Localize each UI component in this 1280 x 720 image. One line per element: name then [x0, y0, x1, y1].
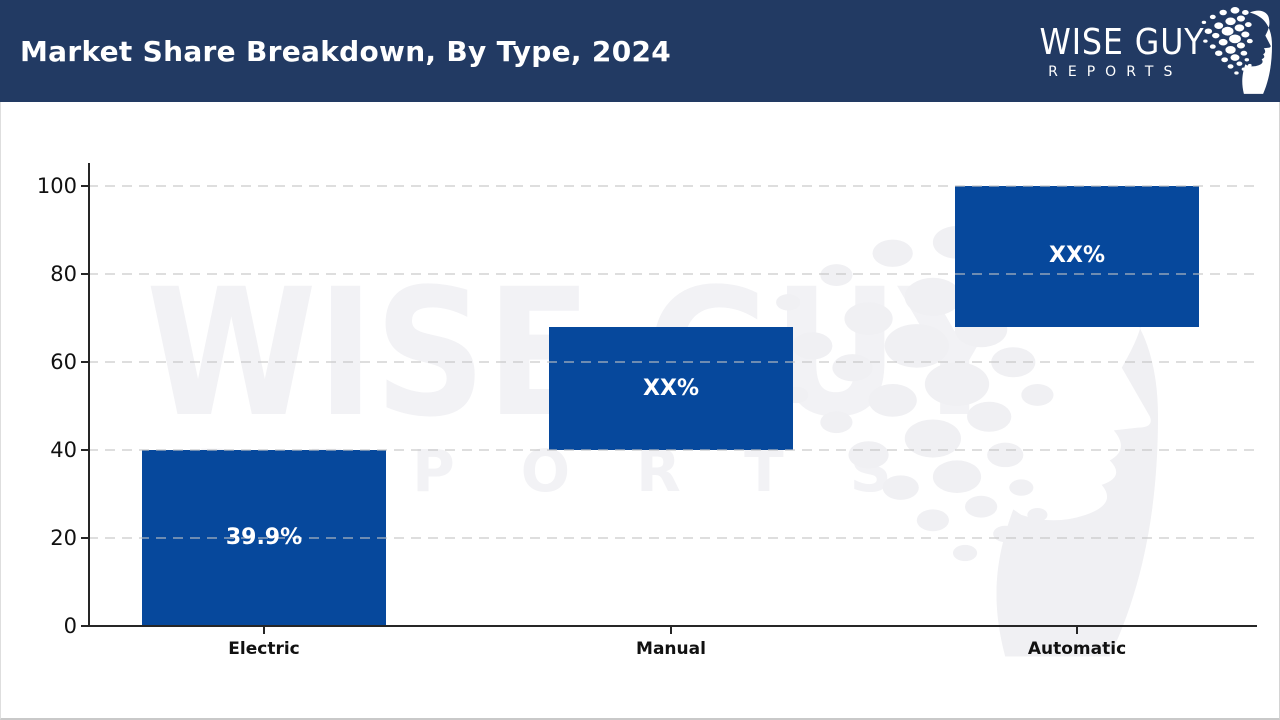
x-tick-label-automatic: Automatic: [1027, 639, 1127, 659]
gridline-100: [88, 185, 1257, 187]
y-axis-line: [88, 163, 90, 627]
header: Market Share Breakdown, By Type, 2024 WI…: [0, 0, 1280, 102]
y-tick-20: [81, 537, 88, 539]
x-tick-electric: [263, 627, 265, 634]
x-tick-label-electric: Electric: [228, 639, 300, 659]
y-tick-label: 40: [50, 438, 77, 462]
bar-automatic: [955, 186, 1199, 327]
y-tick-label: 20: [50, 526, 77, 550]
gridline-60: [88, 361, 1257, 363]
y-tick-0: [81, 625, 88, 627]
wise-guy-logo: WISE GUY REPORTS: [1017, 0, 1273, 102]
bar-value-label: 39.9%: [225, 525, 303, 551]
bar-value-label: XX%: [643, 375, 699, 401]
bar-manual: [549, 326, 793, 451]
y-tick-40: [81, 449, 88, 451]
gridline-40: [88, 449, 1257, 451]
y-tick-label: 80: [50, 262, 77, 286]
bar-value-label: XX%: [1049, 243, 1105, 269]
x-tick-automatic: [1076, 627, 1078, 634]
y-tick-label: 60: [50, 350, 77, 374]
x-tick-manual: [670, 627, 672, 634]
gridline-20: [88, 537, 1257, 539]
logo-wordmark: WISE GUY REPORTS: [1017, 22, 1205, 80]
x-tick-label-manual: Manual: [636, 639, 706, 659]
y-tick-60: [81, 361, 88, 363]
page-title: Market Share Breakdown, By Type, 2024: [20, 34, 672, 68]
logo-wordmark-line1: WISE GUY: [1039, 22, 1204, 63]
face-logo-icon: [1198, 7, 1272, 95]
y-tick-80: [81, 273, 88, 275]
logo-wordmark-line2: REPORTS: [1048, 64, 1183, 80]
gridline-80: [88, 273, 1257, 275]
y-tick-label: 100: [36, 174, 77, 198]
y-tick-label: 0: [63, 614, 77, 638]
x-axis-line: [88, 625, 1257, 627]
y-tick-100: [81, 185, 88, 187]
